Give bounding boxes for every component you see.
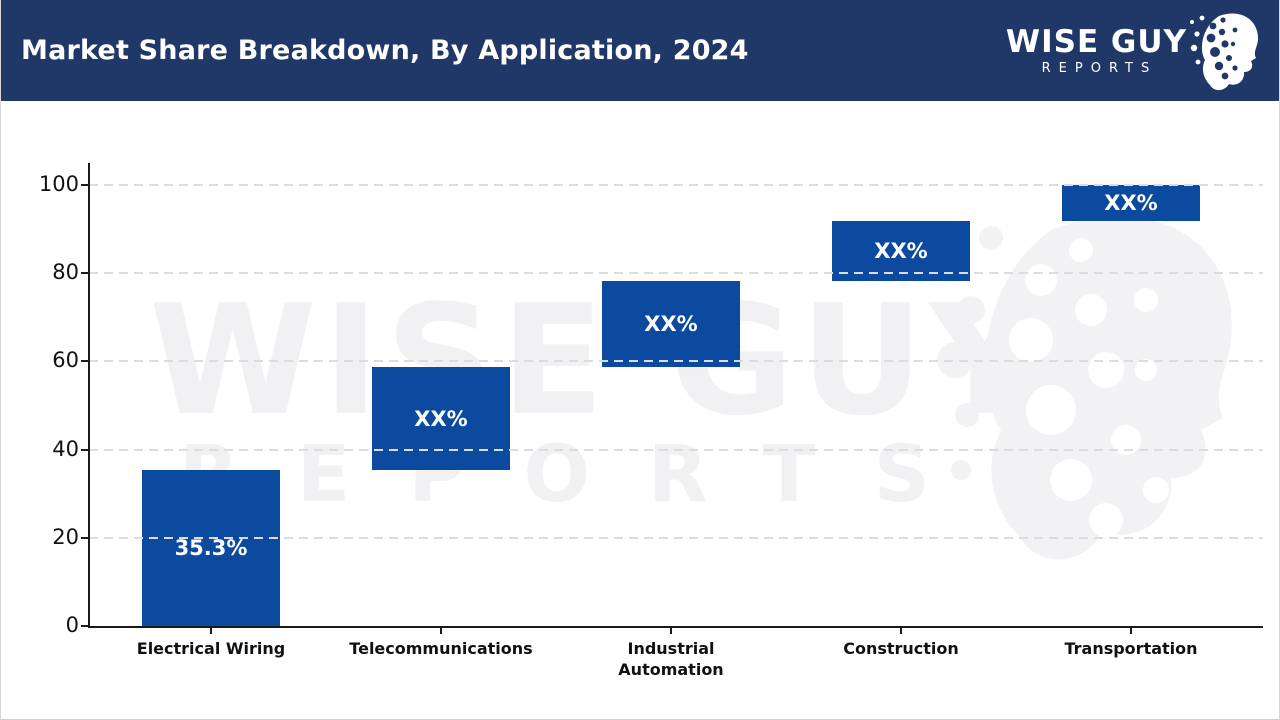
y-tick-mark (81, 536, 89, 539)
y-tick-mark (81, 448, 89, 451)
y-tick-mark (81, 625, 89, 627)
x-tick-label: Industrial Automation (618, 639, 724, 679)
x-tick-mark (1130, 628, 1132, 634)
bar: 35.3% (142, 470, 280, 626)
gridline (89, 536, 1263, 539)
brand-logo: WISE GUY REPORTS (1006, 8, 1263, 94)
bar-value-label: XX% (1104, 191, 1158, 216)
x-axis (88, 626, 1263, 628)
x-tick-mark (210, 628, 212, 634)
x-tick-label: Transportation (1064, 639, 1198, 658)
gridline (89, 272, 1263, 275)
y-tick-label: 0 (65, 613, 79, 637)
bar-value-label: XX% (874, 239, 928, 264)
bar: XX% (602, 281, 740, 367)
y-tick-label: 20 (52, 524, 79, 549)
bar: XX% (372, 366, 510, 471)
watermark-text-2: REPORTS (179, 430, 988, 520)
gridline (89, 360, 1263, 363)
brand-name: WISE GUY (1005, 24, 1187, 60)
x-tick-label: Construction (843, 639, 959, 658)
x-tick-label: Electrical Wiring (136, 639, 286, 658)
bar-value-label: 35.3% (174, 536, 248, 561)
bar-value-label: XX% (644, 311, 698, 336)
brand-head-icon (1190, 13, 1259, 91)
y-tick-mark (81, 272, 89, 275)
header: Market Share Breakdown, By Application, … (1, 0, 1279, 101)
y-tick-label: 40 (52, 436, 79, 461)
x-tick-mark (900, 628, 902, 634)
y-tick-mark (81, 360, 89, 363)
watermark-head-icon (937, 216, 1232, 560)
bar: XX% (1062, 185, 1200, 222)
gridline (89, 448, 1263, 451)
y-tick-label: 100 (38, 172, 79, 196)
y-axis (88, 163, 90, 628)
y-tick-label: 60 (52, 348, 79, 373)
y-tick-mark (81, 184, 89, 186)
bar-value-label: XX% (414, 406, 468, 431)
gridline (89, 184, 1263, 186)
y-tick-label: 80 (52, 260, 79, 285)
brand-logo-text: WISE GUY REPORTS (1005, 24, 1187, 76)
bar: XX% (832, 221, 970, 282)
chart-title: Market Share Breakdown, By Application, … (21, 35, 749, 66)
brand-subname: REPORTS (1041, 61, 1158, 76)
x-tick-label: Telecommunications (349, 639, 533, 658)
x-tick-mark (670, 628, 672, 634)
x-tick-mark (440, 628, 442, 634)
